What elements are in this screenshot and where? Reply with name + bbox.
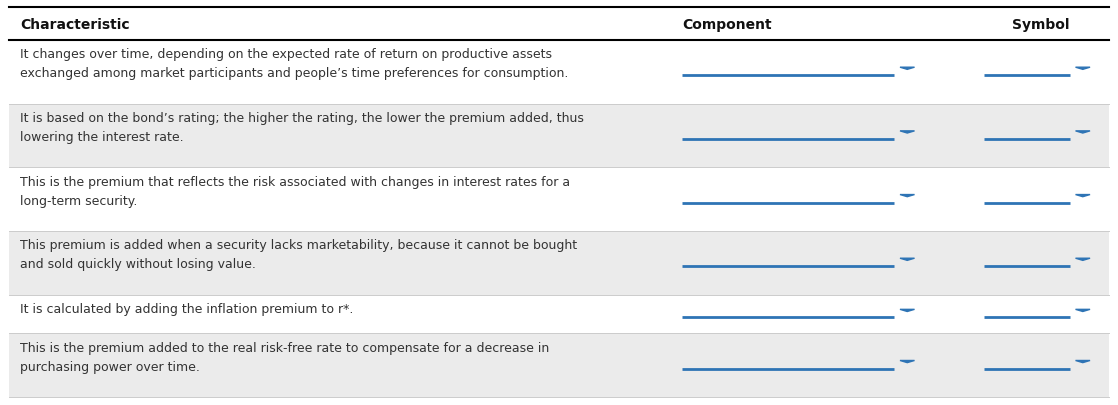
Text: Characteristic: Characteristic (20, 17, 130, 32)
Text: Component: Component (682, 17, 771, 32)
Polygon shape (1076, 68, 1090, 70)
Polygon shape (1076, 195, 1090, 197)
Bar (9, 231, 1109, 295)
Bar (9, 8, 1109, 41)
Bar (9, 333, 1109, 397)
Bar (9, 104, 1109, 168)
Polygon shape (900, 68, 915, 70)
Text: This is the premium added to the real risk-free rate to compensate for a decreas: This is the premium added to the real ri… (20, 341, 549, 373)
Bar (9, 295, 1109, 333)
Text: This is the premium that reflects the risk associated with changes in interest r: This is the premium that reflects the ri… (20, 175, 570, 207)
Polygon shape (900, 258, 915, 261)
Text: This premium is added when a security lacks marketability, because it cannot be : This premium is added when a security la… (20, 239, 577, 271)
Polygon shape (900, 132, 915, 134)
Polygon shape (1076, 258, 1090, 261)
Bar (9, 41, 1109, 104)
Text: It is based on the bond’s rating; the higher the rating, the lower the premium a: It is based on the bond’s rating; the hi… (20, 112, 584, 143)
Polygon shape (1076, 309, 1090, 312)
Polygon shape (1076, 360, 1090, 363)
Polygon shape (1076, 132, 1090, 134)
Text: It changes over time, depending on the expected rate of return on productive ass: It changes over time, depending on the e… (20, 48, 568, 80)
Polygon shape (900, 360, 915, 363)
Bar (9, 168, 1109, 231)
Text: It is calculated by adding the inflation premium to r*.: It is calculated by adding the inflation… (20, 302, 353, 315)
Polygon shape (900, 309, 915, 312)
Text: Symbol: Symbol (1012, 17, 1069, 32)
Polygon shape (900, 195, 915, 197)
